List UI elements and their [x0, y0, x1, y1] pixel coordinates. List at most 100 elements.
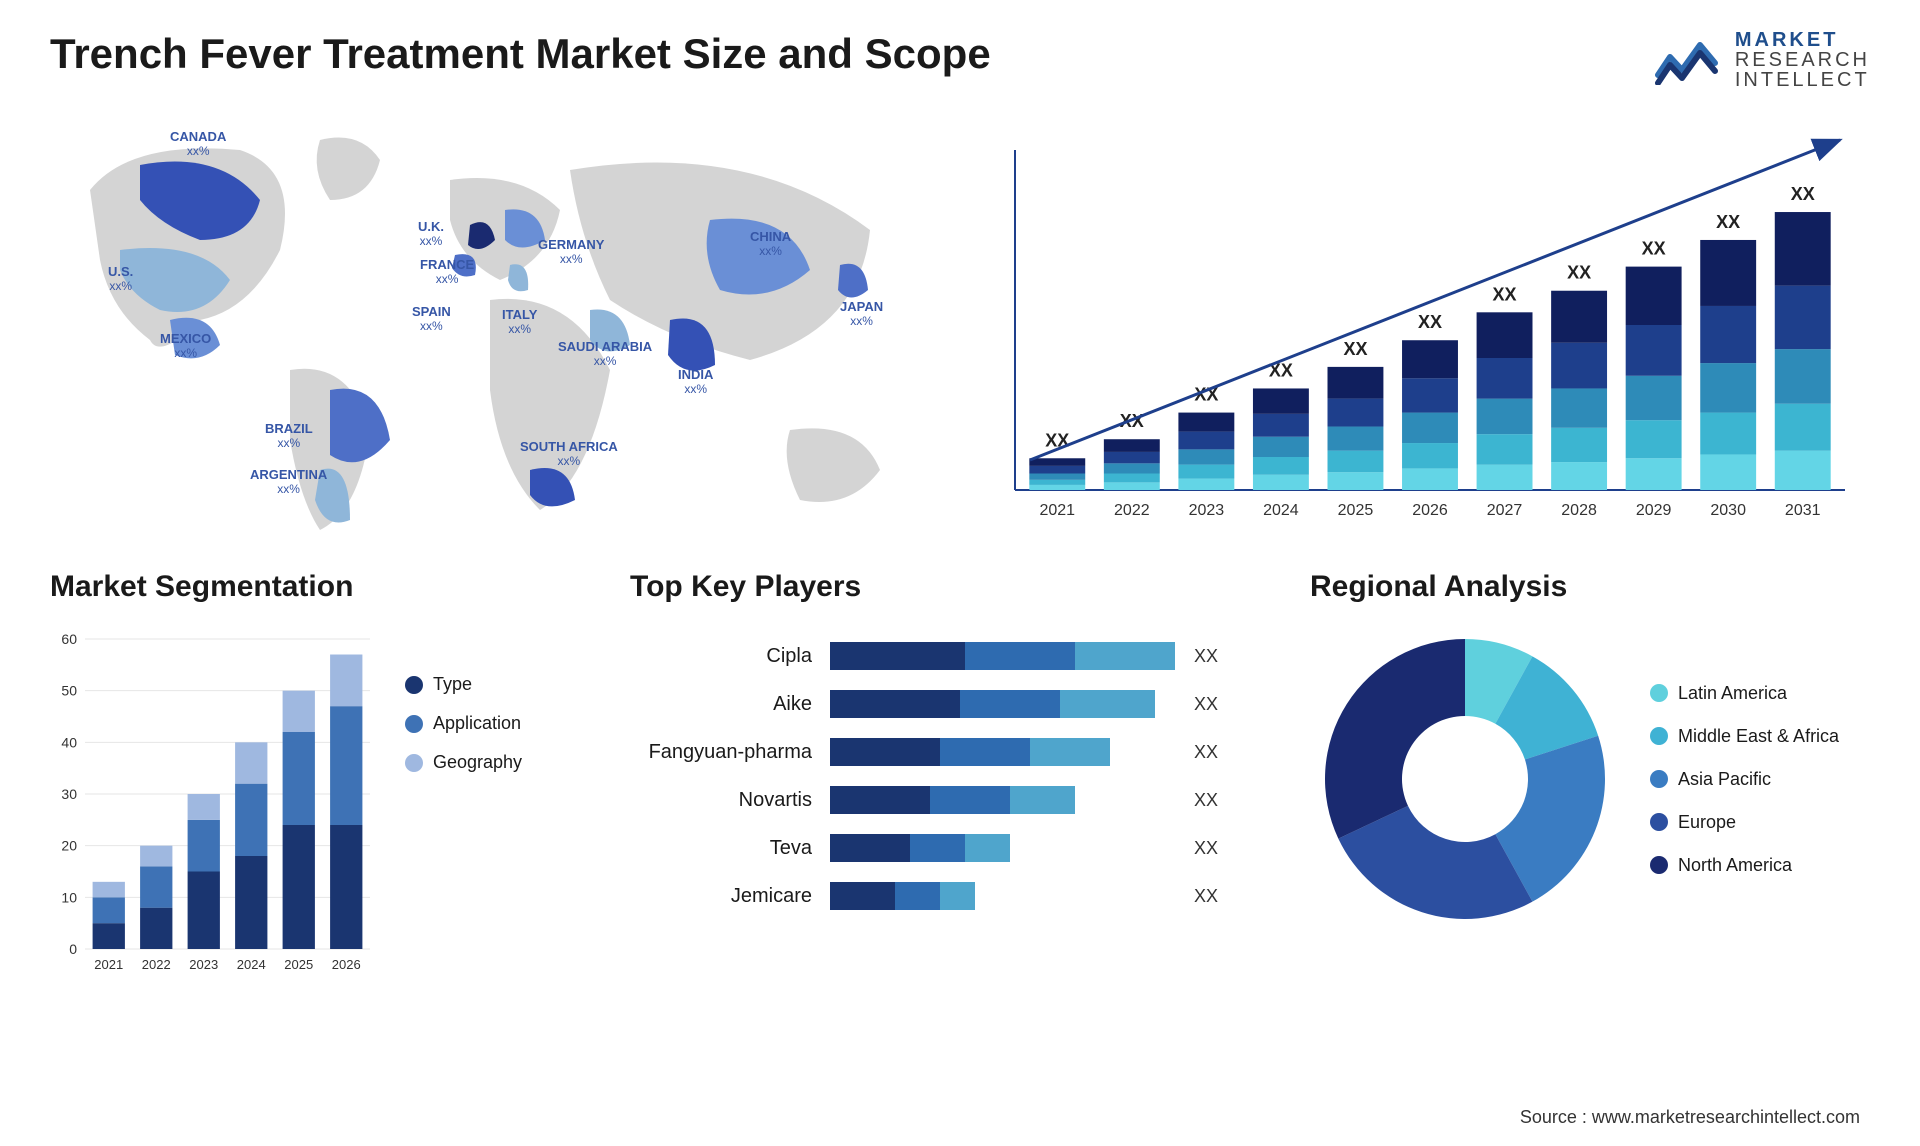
svg-text:2021: 2021	[94, 957, 123, 972]
players-panel: Top Key Players CiplaXXAikeXXFangyuan-ph…	[630, 570, 1260, 1060]
legend-item: North America	[1650, 855, 1839, 876]
player-bar-segment	[830, 786, 930, 814]
forecast-chart: XX2021XX2022XX2023XX2024XX2025XX2026XX20…	[990, 120, 1870, 540]
svg-text:2023: 2023	[189, 957, 218, 972]
map-label: BRAZILxx%	[265, 422, 313, 451]
svg-text:40: 40	[61, 734, 77, 750]
legend-label: Type	[433, 674, 472, 695]
svg-text:2027: 2027	[1487, 502, 1523, 519]
legend-item: Type	[405, 674, 522, 695]
map-label: ITALYxx%	[502, 308, 537, 337]
svg-text:2028: 2028	[1561, 502, 1597, 519]
map-label: SAUDI ARABIAxx%	[558, 340, 652, 369]
legend-label: Middle East & Africa	[1678, 726, 1839, 747]
legend-dot-icon	[405, 676, 423, 694]
svg-text:2026: 2026	[1412, 502, 1448, 519]
player-value: XX	[1194, 742, 1218, 763]
player-bar-segment	[830, 738, 940, 766]
player-bar-segment	[830, 642, 965, 670]
map-label: CHINAxx%	[750, 230, 791, 259]
player-bar-segment	[965, 834, 1010, 862]
logo-line-2: RESEARCH	[1735, 50, 1870, 70]
svg-text:30: 30	[61, 786, 77, 802]
player-bar	[830, 690, 1180, 718]
player-bar-segment	[1075, 642, 1175, 670]
svg-text:2025: 2025	[284, 957, 313, 972]
player-name: Cipla	[630, 645, 830, 668]
player-bar	[830, 786, 1180, 814]
player-bar-segment	[940, 738, 1030, 766]
player-row: Cipla XX	[630, 634, 1260, 678]
player-value: XX	[1194, 838, 1218, 859]
svg-text:60: 60	[61, 631, 77, 647]
svg-text:10: 10	[61, 889, 77, 905]
player-name: Novartis	[630, 789, 830, 812]
player-row: Teva XX	[630, 826, 1260, 870]
svg-text:0: 0	[69, 941, 77, 957]
player-name: Teva	[630, 837, 830, 860]
map-label: JAPANxx%	[840, 300, 883, 329]
svg-text:2021: 2021	[1039, 502, 1075, 519]
legend-dot-icon	[405, 754, 423, 772]
legend-label: Europe	[1678, 812, 1736, 833]
player-name: Jemicare	[630, 885, 830, 908]
svg-text:XX: XX	[1343, 339, 1367, 359]
svg-text:XX: XX	[1493, 284, 1517, 304]
player-value: XX	[1194, 694, 1218, 715]
map-label: MEXICOxx%	[160, 332, 211, 361]
svg-text:2024: 2024	[237, 957, 266, 972]
player-bar-segment	[1010, 786, 1075, 814]
svg-text:2023: 2023	[1189, 502, 1225, 519]
world-map	[50, 110, 930, 540]
legend-item: Application	[405, 713, 522, 734]
player-row: JemicareXX	[630, 874, 1260, 918]
map-label: CANADAxx%	[170, 130, 226, 159]
map-label: GERMANYxx%	[538, 238, 604, 267]
page-title: Trench Fever Treatment Market Size and S…	[50, 30, 991, 78]
logo-icon	[1655, 35, 1725, 85]
player-value: XX	[1194, 646, 1218, 667]
svg-text:2026: 2026	[332, 957, 361, 972]
regional-legend: Latin America Middle East & Africa Asia Pa…	[1650, 683, 1839, 876]
svg-text:2029: 2029	[1636, 502, 1672, 519]
donut-segment	[1325, 639, 1465, 839]
player-bar-segment	[830, 690, 960, 718]
legend-dot-icon	[1650, 813, 1668, 831]
legend-dot-icon	[1650, 684, 1668, 702]
svg-text:50: 50	[61, 683, 77, 699]
svg-text:2025: 2025	[1338, 502, 1374, 519]
world-map-panel: CANADAxx% U.S.xx% MEXICOxx% BRAZILxx% ARGENT…	[50, 110, 930, 540]
player-row: AikeXX	[630, 682, 1260, 726]
player-bar-segment	[1060, 690, 1155, 718]
player-bar-segment	[930, 786, 1010, 814]
svg-text:2022: 2022	[142, 957, 171, 972]
map-label: U.S.xx%	[108, 265, 133, 294]
legend-label: Latin America	[1678, 683, 1787, 704]
legend-dot-icon	[405, 715, 423, 733]
segmentation-panel: Market Segmentation 01020304050602021202…	[50, 570, 580, 1060]
svg-text:XX: XX	[1567, 263, 1591, 283]
players-title: Top Key Players	[630, 570, 1260, 604]
segmentation-legend: Type Application Geography	[405, 624, 522, 773]
legend-dot-icon	[1650, 770, 1668, 788]
legend-item: Latin America	[1650, 683, 1839, 704]
player-bar	[830, 834, 1180, 862]
legend-item: Europe	[1650, 812, 1839, 833]
brand-logo: MARKET RESEARCH INTELLECT	[1655, 30, 1870, 90]
map-label: ARGENTINAxx%	[250, 468, 327, 497]
player-bar-segment	[830, 834, 910, 862]
svg-text:2031: 2031	[1785, 502, 1821, 519]
legend-label: Application	[433, 713, 521, 734]
map-label: U.K.xx%	[418, 220, 444, 249]
legend-dot-icon	[1650, 856, 1668, 874]
player-bar-segment	[895, 882, 940, 910]
svg-text:XX: XX	[1716, 212, 1740, 232]
legend-label: Asia Pacific	[1678, 769, 1771, 790]
player-name: Fangyuan-pharma	[630, 741, 830, 764]
regional-donut	[1310, 624, 1620, 934]
svg-text:2022: 2022	[1114, 502, 1150, 519]
forecast-chart-panel: XX2021XX2022XX2023XX2024XX2025XX2026XX20…	[990, 110, 1870, 540]
segmentation-chart: 0102030405060202120222023202420252026	[50, 624, 380, 984]
legend-label: Geography	[433, 752, 522, 773]
player-bar-segment	[940, 882, 975, 910]
